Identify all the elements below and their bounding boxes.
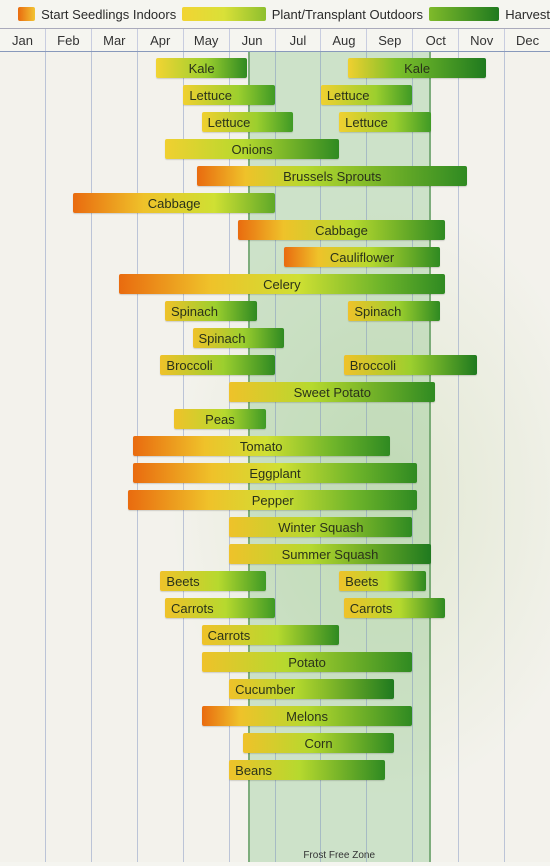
crop-bar: Winter Squash (229, 517, 412, 537)
crop-label: Carrots (171, 601, 214, 616)
month-cell: Jul (276, 29, 322, 51)
crop-bar: Cauliflower (284, 247, 440, 267)
crop-label: Beets (345, 574, 378, 589)
crop-label: Cabbage (315, 223, 368, 238)
crop-label: Spinach (199, 331, 246, 346)
crop-label: Peas (205, 412, 235, 427)
crop-label: Lettuce (189, 88, 232, 103)
month-cell: May (184, 29, 230, 51)
crop-bar: Cabbage (238, 220, 444, 240)
crop-bar: Brussels Sprouts (197, 166, 467, 186)
crop-label: Celery (263, 277, 301, 292)
crop-bar: Beans (229, 760, 385, 780)
crop-label: Lettuce (208, 115, 251, 130)
crop-label: Tomato (240, 439, 283, 454)
crop-label: Brussels Sprouts (283, 169, 381, 184)
crop-label: Lettuce (327, 88, 370, 103)
crop-label: Cucumber (235, 682, 295, 697)
crop-label: Lettuce (345, 115, 388, 130)
crop-bar: Eggplant (133, 463, 417, 483)
crop-label: Pepper (252, 493, 294, 508)
crop-bar: Lettuce (339, 112, 431, 132)
crop-bar: Spinach (193, 328, 285, 348)
crop-label: Broccoli (166, 358, 212, 373)
crop-label: Onions (231, 142, 272, 157)
crop-bar: Summer Squash (229, 544, 431, 564)
crop-bar: Carrots (202, 625, 340, 645)
month-cell: Dec (505, 29, 550, 51)
crop-label: Sweet Potato (294, 385, 371, 400)
crop-label: Winter Squash (278, 520, 363, 535)
crop-label: Cabbage (148, 196, 201, 211)
crop-label: Spinach (354, 304, 401, 319)
month-cell: Nov (459, 29, 505, 51)
crop-label: Summer Squash (282, 547, 379, 562)
legend-label: Start Seedlings Indoors (41, 7, 176, 22)
legend-row: Start Seedlings Indoors Plant/Transplant … (0, 0, 550, 28)
grid-area: Kale Kale Lettuce Lettuce Lettuce Lettuce Onio… (0, 52, 550, 862)
crop-bar: Lettuce (321, 85, 413, 105)
planting-chart: Start Seedlings Indoors Plant/Transplant … (0, 0, 550, 862)
crop-bar: Spinach (348, 301, 440, 321)
crop-bar: Lettuce (202, 112, 294, 132)
month-cell: Apr (138, 29, 184, 51)
month-header: JanFebMarAprMayJunJulAugSepOctNovDec (0, 28, 550, 52)
crop-bar: Cabbage (73, 193, 275, 213)
month-cell: Mar (92, 29, 138, 51)
crop-bar: Spinach (165, 301, 257, 321)
crop-bar: Pepper (128, 490, 417, 510)
crop-label: Beets (166, 574, 199, 589)
legend-swatch (429, 7, 499, 21)
crop-bar: Potato (202, 652, 413, 672)
crop-bar: Carrots (165, 598, 275, 618)
month-cell: Feb (46, 29, 92, 51)
crop-bar: Beets (339, 571, 426, 591)
crop-bar: Peas (174, 409, 266, 429)
crop-bar: Celery (119, 274, 444, 294)
frost-free-label: Frost Free Zone (248, 850, 431, 861)
crop-bar: Broccoli (344, 355, 477, 375)
crop-bar: Lettuce (183, 85, 275, 105)
crop-label: Melons (286, 709, 328, 724)
legend-swatch (18, 7, 35, 21)
crop-label: Kale (189, 61, 215, 76)
crop-label: Corn (304, 736, 332, 751)
crop-label: Beans (235, 763, 272, 778)
crop-bar: Carrots (344, 598, 445, 618)
legend-label: Plant/Transplant Outdoors (272, 7, 423, 22)
crop-label: Potato (288, 655, 326, 670)
crop-bar: Sweet Potato (229, 382, 435, 402)
legend-label: Harvest (505, 7, 550, 22)
crop-label: Eggplant (249, 466, 300, 481)
crop-label: Kale (404, 61, 430, 76)
month-cell: Aug (321, 29, 367, 51)
crop-bar: Onions (165, 139, 339, 159)
crop-bar: Kale (156, 58, 248, 78)
crop-label: Spinach (171, 304, 218, 319)
crop-bar: Melons (202, 706, 413, 726)
crop-bar: Beets (160, 571, 265, 591)
crop-label: Carrots (208, 628, 251, 643)
crop-label: Broccoli (350, 358, 396, 373)
legend-swatch (182, 7, 266, 21)
crop-bar: Broccoli (160, 355, 275, 375)
crop-label: Carrots (350, 601, 393, 616)
crop-bar: Corn (243, 733, 394, 753)
month-cell: Sep (367, 29, 413, 51)
crop-bar: Tomato (133, 436, 390, 456)
month-cell: Jan (0, 29, 46, 51)
crop-label: Cauliflower (330, 250, 394, 265)
crop-bar: Cucumber (229, 679, 394, 699)
crop-bar: Kale (348, 58, 486, 78)
bars-layer: Kale Kale Lettuce Lettuce Lettuce Lettuce Onio… (0, 52, 550, 862)
month-cell: Oct (413, 29, 459, 51)
month-cell: Jun (230, 29, 276, 51)
